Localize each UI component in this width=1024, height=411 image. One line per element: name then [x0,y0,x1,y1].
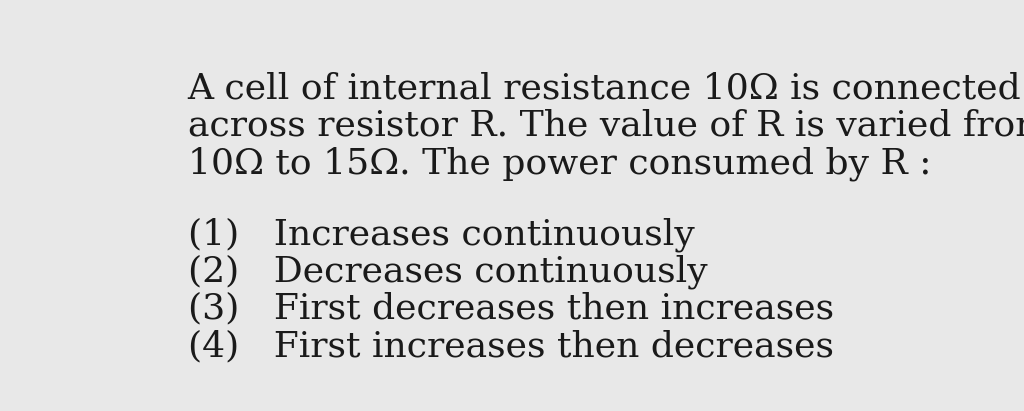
Text: (1)   Increases continuously: (1) Increases continuously [187,217,694,252]
Text: A cell of internal resistance 10Ω is connected: A cell of internal resistance 10Ω is con… [187,72,1021,106]
Text: across resistor R. The value of R is varied from: across resistor R. The value of R is var… [187,109,1024,143]
Text: (4)   First increases then decreases: (4) First increases then decreases [187,329,834,363]
Text: 10Ω to 15Ω. The power consumed by R :: 10Ω to 15Ω. The power consumed by R : [187,146,931,181]
Text: (3)   First decreases then increases: (3) First decreases then increases [187,292,834,326]
Text: (2)   Decreases continuously: (2) Decreases continuously [187,254,708,289]
